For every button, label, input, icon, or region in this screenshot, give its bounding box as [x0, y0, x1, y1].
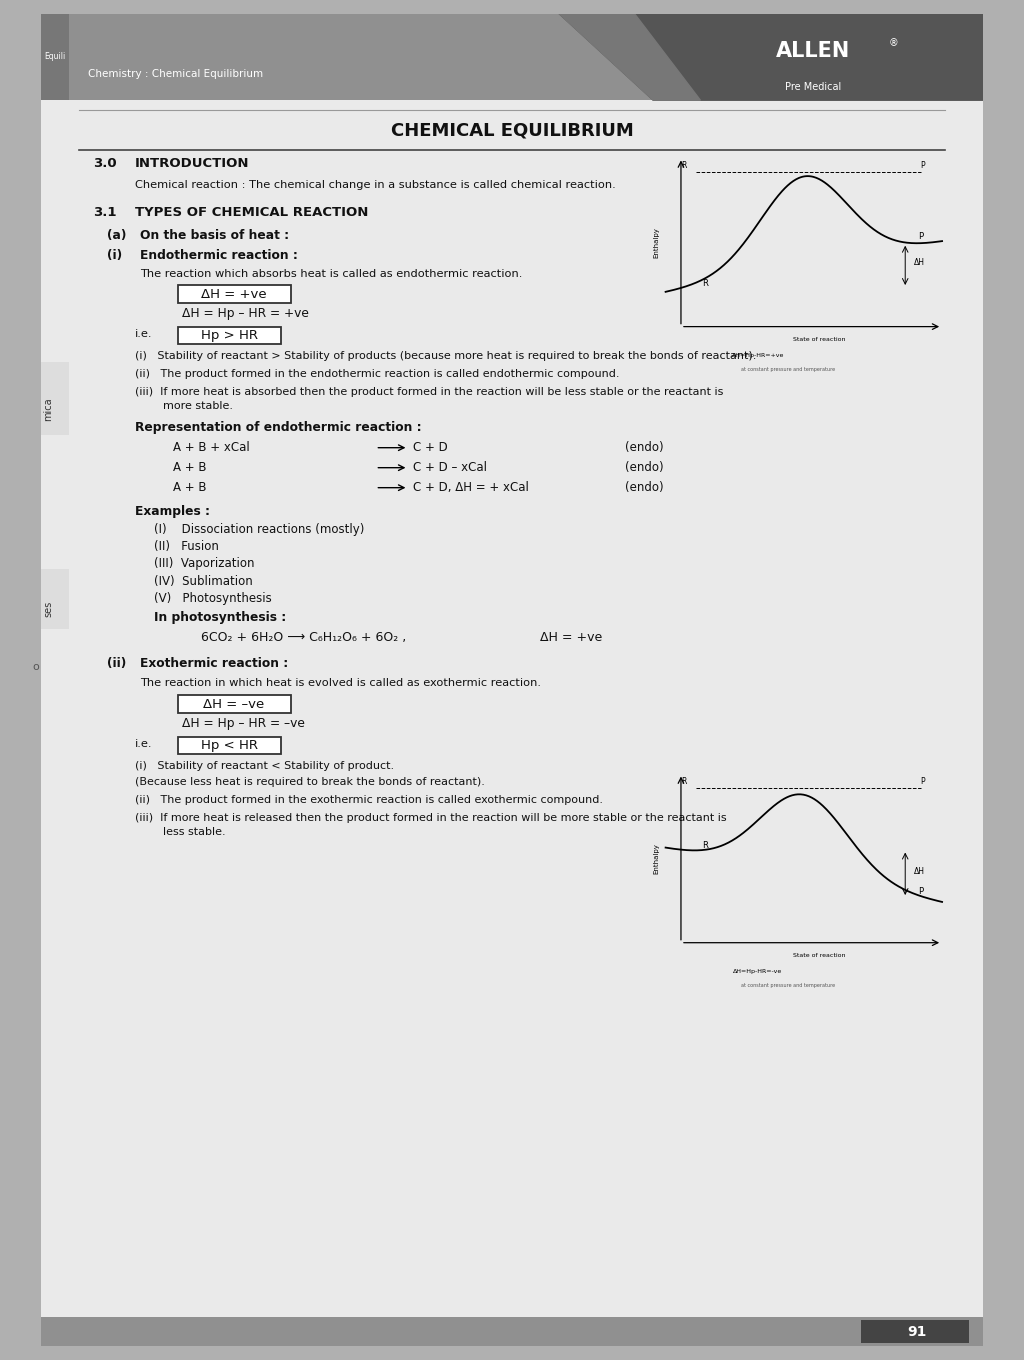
Text: ΔH = +ve: ΔH = +ve	[541, 631, 602, 643]
Text: (i)   Stability of reactant < Stability of product.: (i) Stability of reactant < Stability of…	[135, 760, 394, 771]
Text: Enthalpy: Enthalpy	[653, 843, 659, 873]
Text: (endo): (endo)	[625, 481, 664, 495]
Text: R: R	[702, 279, 709, 288]
Text: ΔH = Hp – HR = +ve: ΔH = Hp – HR = +ve	[182, 307, 309, 321]
Bar	[27, 568, 70, 628]
Text: Equili: Equili	[44, 52, 66, 61]
Text: (i): (i)	[106, 249, 122, 262]
Bar	[177, 286, 291, 303]
Text: P: P	[918, 887, 924, 896]
Text: (V)   Photosynthesis: (V) Photosynthesis	[154, 592, 271, 605]
Text: Chemical reaction : The chemical change in a substance is called chemical reacti: Chemical reaction : The chemical change …	[135, 180, 615, 190]
Text: (Because less heat is required to break the bonds of reactant).: (Because less heat is required to break …	[135, 777, 485, 786]
Text: ses: ses	[43, 601, 53, 617]
Text: Examples :: Examples :	[135, 506, 210, 518]
Text: P: P	[918, 231, 924, 241]
Text: 3.1: 3.1	[93, 207, 117, 219]
Text: R: R	[681, 160, 686, 170]
Text: ALLEN: ALLEN	[776, 41, 851, 61]
Text: more stable.: more stable.	[135, 401, 233, 411]
Text: Hp < HR: Hp < HR	[201, 740, 258, 752]
Text: (ii): (ii)	[106, 657, 126, 670]
Text: ΔH=Hp-HR=+ve: ΔH=Hp-HR=+ve	[731, 352, 784, 358]
Text: ΔH = –ve: ΔH = –ve	[204, 698, 265, 711]
Text: P: P	[921, 777, 926, 786]
Text: o: o	[33, 662, 40, 672]
Polygon shape	[559, 14, 700, 101]
Text: INTRODUCTION: INTRODUCTION	[135, 156, 250, 170]
Text: less stable.: less stable.	[135, 827, 226, 836]
Text: (ii)   The product formed in the endothermic reaction is called endothermic comp: (ii) The product formed in the endotherm…	[135, 369, 620, 379]
Text: at constant pressure and temperature: at constant pressure and temperature	[741, 983, 836, 987]
Text: i.e.: i.e.	[135, 329, 153, 340]
Text: 6CO₂ + 6H₂O ⟶ C₆H₁₂O₆ + 6O₂ ,: 6CO₂ + 6H₂O ⟶ C₆H₁₂O₆ + 6O₂ ,	[201, 631, 407, 643]
Text: (iii)  If more heat is released then the product formed in the reaction will be : (iii) If more heat is released then the …	[135, 813, 727, 823]
Text: (a): (a)	[106, 228, 126, 242]
Text: C + D, ΔH = + xCal: C + D, ΔH = + xCal	[413, 481, 529, 495]
Text: A + B + xCal: A + B + xCal	[173, 442, 250, 454]
Bar	[41, 14, 70, 101]
Text: (I)    Dissociation reactions (mostly): (I) Dissociation reactions (mostly)	[154, 522, 365, 536]
Text: Representation of endothermic reaction :: Representation of endothermic reaction :	[135, 422, 422, 434]
Text: i.e.: i.e.	[135, 740, 153, 749]
Bar	[177, 695, 291, 713]
Text: A + B: A + B	[173, 481, 207, 495]
Bar	[41, 14, 983, 101]
Text: ΔH: ΔH	[914, 866, 926, 876]
Bar	[41, 1316, 983, 1346]
Text: P: P	[921, 160, 926, 170]
Polygon shape	[559, 14, 983, 101]
Text: at constant pressure and temperature: at constant pressure and temperature	[741, 367, 836, 371]
Text: (endo): (endo)	[625, 461, 664, 475]
Text: State of reaction: State of reaction	[793, 337, 846, 341]
Text: TYPES OF CHEMICAL REACTION: TYPES OF CHEMICAL REACTION	[135, 207, 369, 219]
Text: ΔH=Hp-HR=-ve: ΔH=Hp-HR=-ve	[733, 968, 782, 974]
Text: (II)   Fusion: (II) Fusion	[154, 540, 219, 554]
Text: (endo): (endo)	[625, 442, 664, 454]
Text: mica: mica	[43, 397, 53, 420]
Text: Endothermic reaction :: Endothermic reaction :	[140, 249, 298, 262]
Text: Hp > HR: Hp > HR	[201, 329, 258, 343]
Text: (iii)  If more heat is absorbed then the product formed in the reaction will be : (iii) If more heat is absorbed then the …	[135, 386, 724, 397]
Bar	[860, 1321, 969, 1344]
Text: Enthalpy: Enthalpy	[653, 227, 659, 257]
Text: R: R	[702, 840, 709, 850]
Text: C + D – xCal: C + D – xCal	[413, 461, 487, 475]
Text: Exothermic reaction :: Exothermic reaction :	[140, 657, 288, 670]
Text: 91: 91	[907, 1325, 927, 1338]
Text: ΔH: ΔH	[914, 258, 926, 268]
Text: In photosynthesis :: In photosynthesis :	[154, 611, 287, 624]
Text: C + D: C + D	[413, 442, 447, 454]
Text: ®: ®	[889, 38, 898, 48]
Text: 3.0: 3.0	[93, 156, 117, 170]
Text: (i)   Stability of reactant > Stability of products (because more heat is requir: (i) Stability of reactant > Stability of…	[135, 351, 757, 360]
Bar	[177, 326, 282, 344]
Text: CHEMICAL EQUILIBRIUM: CHEMICAL EQUILIBRIUM	[390, 122, 634, 140]
Text: A + B: A + B	[173, 461, 207, 475]
Text: R: R	[681, 777, 686, 786]
Bar	[27, 362, 70, 435]
Text: Chemistry : Chemical Equilibrium: Chemistry : Chemical Equilibrium	[88, 68, 263, 79]
Text: Pre Medical: Pre Medical	[785, 82, 842, 92]
Text: The reaction which absorbs heat is called as endothermic reaction.: The reaction which absorbs heat is calle…	[140, 269, 522, 280]
Text: ΔH = Hp – HR = –ve: ΔH = Hp – HR = –ve	[182, 717, 305, 730]
Text: On the basis of heat :: On the basis of heat :	[140, 228, 289, 242]
Text: (IV)  Sublimation: (IV) Sublimation	[154, 575, 253, 588]
Text: The reaction in which heat is evolved is called as exothermic reaction.: The reaction in which heat is evolved is…	[140, 679, 541, 688]
Text: (ii)   The product formed in the exothermic reaction is called exothermic compou: (ii) The product formed in the exothermi…	[135, 794, 603, 805]
Bar	[177, 737, 282, 753]
Text: (III)  Vaporization: (III) Vaporization	[154, 558, 255, 570]
Text: ΔH = +ve: ΔH = +ve	[202, 288, 267, 301]
Text: State of reaction: State of reaction	[793, 953, 846, 957]
